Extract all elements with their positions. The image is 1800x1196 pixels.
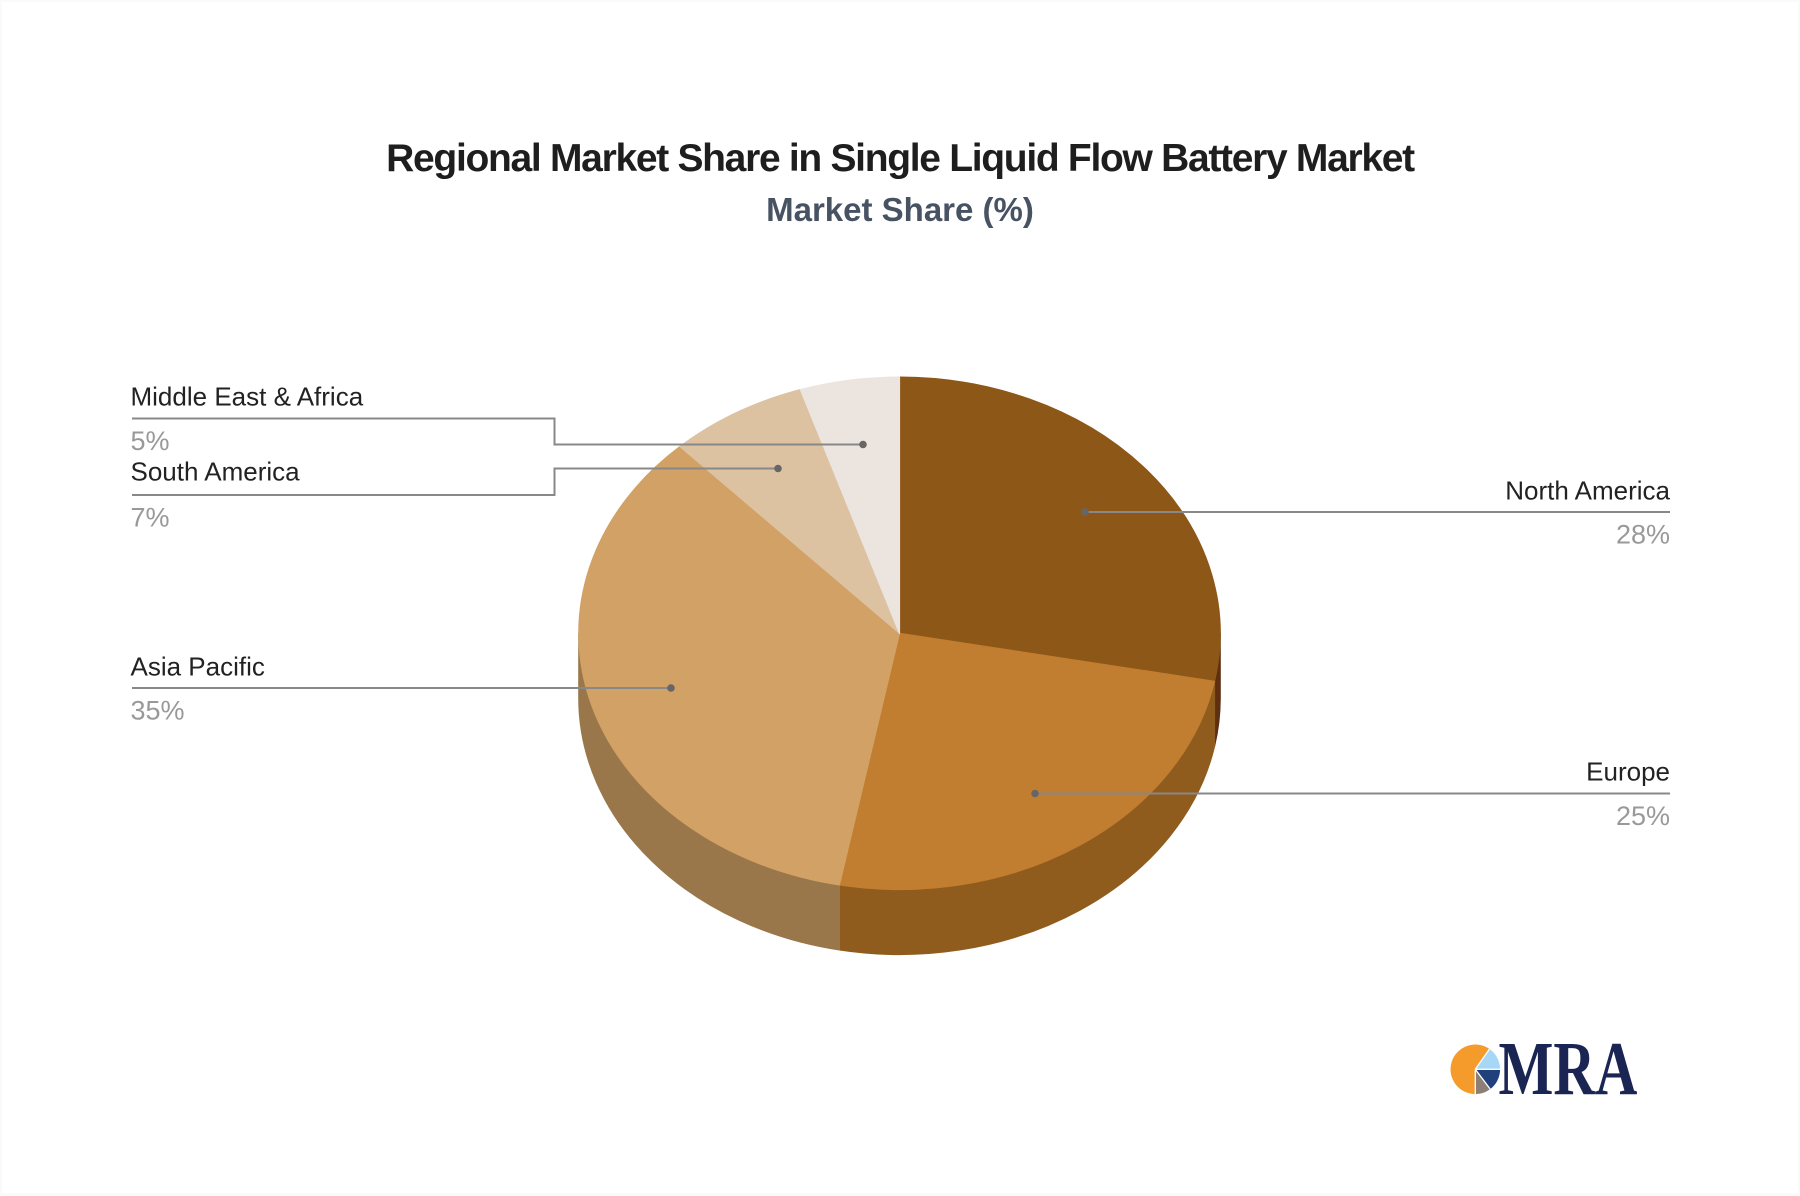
svg-text:Asia Pacific: Asia Pacific: [131, 652, 265, 682]
svg-text:North America: North America: [1505, 476, 1670, 506]
svg-text:5%: 5%: [131, 426, 170, 456]
svg-text:Middle East & Africa: Middle East & Africa: [131, 382, 364, 412]
svg-text:7%: 7%: [131, 503, 170, 533]
svg-text:35%: 35%: [131, 696, 185, 726]
svg-text:25%: 25%: [1616, 801, 1670, 831]
svg-text:28%: 28%: [1616, 520, 1670, 550]
svg-text:MRA: MRA: [1499, 1027, 1638, 1111]
svg-text:Regional Market Share in Singl: Regional Market Share in Single Liquid F…: [386, 137, 1415, 180]
svg-text:Europe: Europe: [1586, 757, 1670, 787]
svg-text:South America: South America: [131, 457, 301, 487]
svg-text:Market Share (%): Market Share (%): [766, 191, 1034, 228]
